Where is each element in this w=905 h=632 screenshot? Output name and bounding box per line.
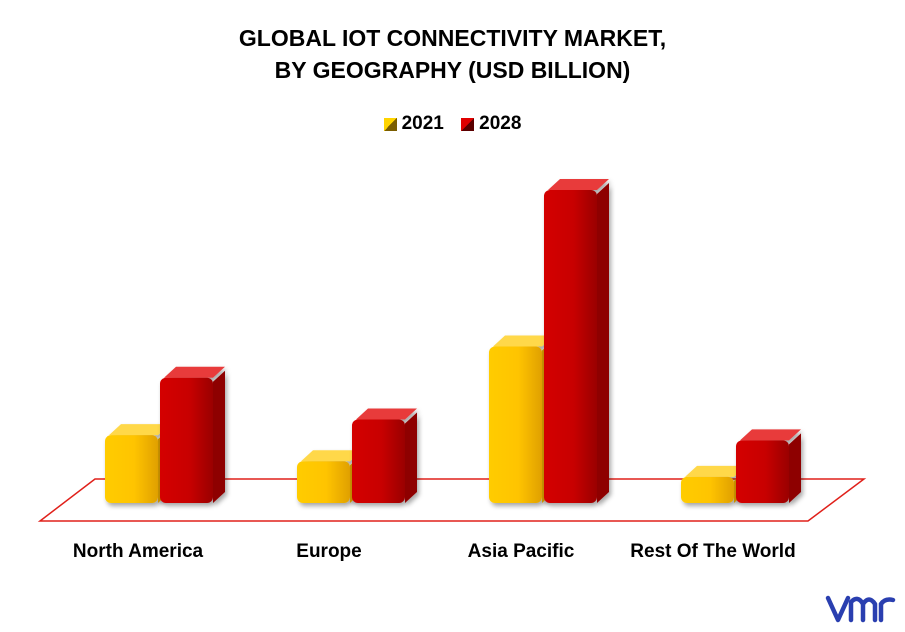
bar-2028-north-america xyxy=(160,366,225,503)
legend-swatch-2021 xyxy=(383,117,397,131)
category-label-europe: Europe xyxy=(296,541,362,562)
bars-group xyxy=(105,179,801,503)
legend: 2021 2028 xyxy=(0,113,905,137)
legend-label-2021: 2021 xyxy=(401,113,444,134)
category-label-rest-of-the-world: Rest Of The World xyxy=(630,541,796,562)
vmr-logo-icon xyxy=(825,595,896,623)
bar-2028-europe xyxy=(352,408,417,503)
legend-item-2028: 2028 xyxy=(461,113,521,135)
bar-2028-asia-pacific xyxy=(544,179,609,503)
legend-label-2028: 2028 xyxy=(479,113,522,134)
legend-swatch-2028 xyxy=(461,117,475,131)
chart-title-line-1: GLOBAL IOT CONNECTIVITY MARKET, xyxy=(238,25,667,51)
category-label-asia-pacific: Asia Pacific xyxy=(467,541,575,562)
chart-title-line-2: BY GEOGRAPHY (USD BILLION) xyxy=(274,57,631,83)
chart-title: GLOBAL IOT CONNECTIVITY MARKET, BY GEOGR… xyxy=(0,22,905,86)
category-label-north-america: North America xyxy=(72,541,204,562)
bar-2028-rest-of-the-world xyxy=(736,429,801,503)
legend-item-2021: 2021 xyxy=(383,113,444,135)
